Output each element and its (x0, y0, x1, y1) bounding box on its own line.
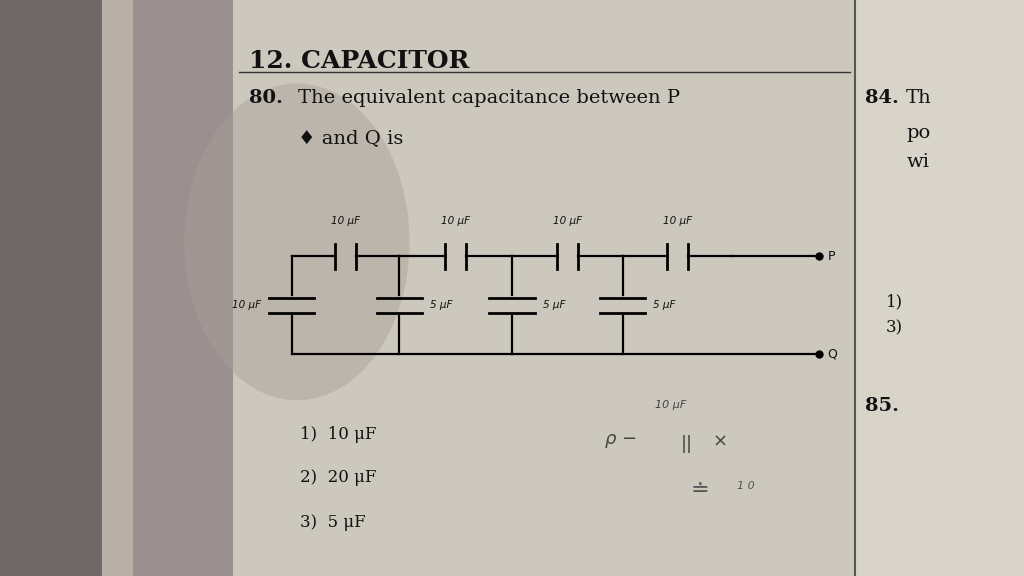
Text: wi: wi (906, 153, 929, 170)
FancyBboxPatch shape (855, 0, 1024, 576)
Text: po: po (906, 124, 931, 142)
FancyBboxPatch shape (233, 0, 1024, 576)
Text: Q: Q (827, 348, 838, 361)
Text: 1 0: 1 0 (737, 481, 755, 491)
Text: P: P (827, 250, 835, 263)
Text: 10 μF: 10 μF (663, 217, 692, 226)
Text: 10 μF: 10 μF (441, 217, 470, 226)
Text: 5 μF: 5 μF (430, 300, 453, 310)
Text: 12. CAPACITOR: 12. CAPACITOR (249, 49, 469, 73)
FancyBboxPatch shape (0, 0, 102, 576)
Text: ||: || (681, 435, 693, 453)
Ellipse shape (184, 84, 410, 400)
Text: 1): 1) (886, 294, 903, 311)
Text: 1)  10 μF: 1) 10 μF (300, 426, 377, 444)
Text: 85.: 85. (865, 397, 899, 415)
Text: ♦ and Q is: ♦ and Q is (298, 130, 403, 147)
Text: 3)  5 μF: 3) 5 μF (300, 514, 366, 531)
Text: 84.: 84. (865, 89, 899, 107)
Text: $\times$: $\times$ (712, 432, 726, 450)
Text: 10 μF: 10 μF (331, 217, 360, 226)
Text: 10 μF: 10 μF (232, 300, 261, 310)
FancyBboxPatch shape (102, 0, 133, 576)
Text: 80.: 80. (249, 89, 283, 107)
Text: Th: Th (906, 89, 932, 107)
Text: 5 μF: 5 μF (543, 300, 565, 310)
Text: 10 μF: 10 μF (655, 400, 687, 410)
Text: 10 μF: 10 μF (553, 217, 582, 226)
Text: The equivalent capacitance between P: The equivalent capacitance between P (298, 89, 680, 107)
Text: 3): 3) (886, 320, 903, 337)
Text: $\doteq$: $\doteq$ (686, 478, 709, 498)
Text: $\rho$ $-$: $\rho$ $-$ (604, 432, 637, 450)
Text: 5 μF: 5 μF (653, 300, 676, 310)
Text: 2)  20 μF: 2) 20 μF (300, 469, 377, 487)
